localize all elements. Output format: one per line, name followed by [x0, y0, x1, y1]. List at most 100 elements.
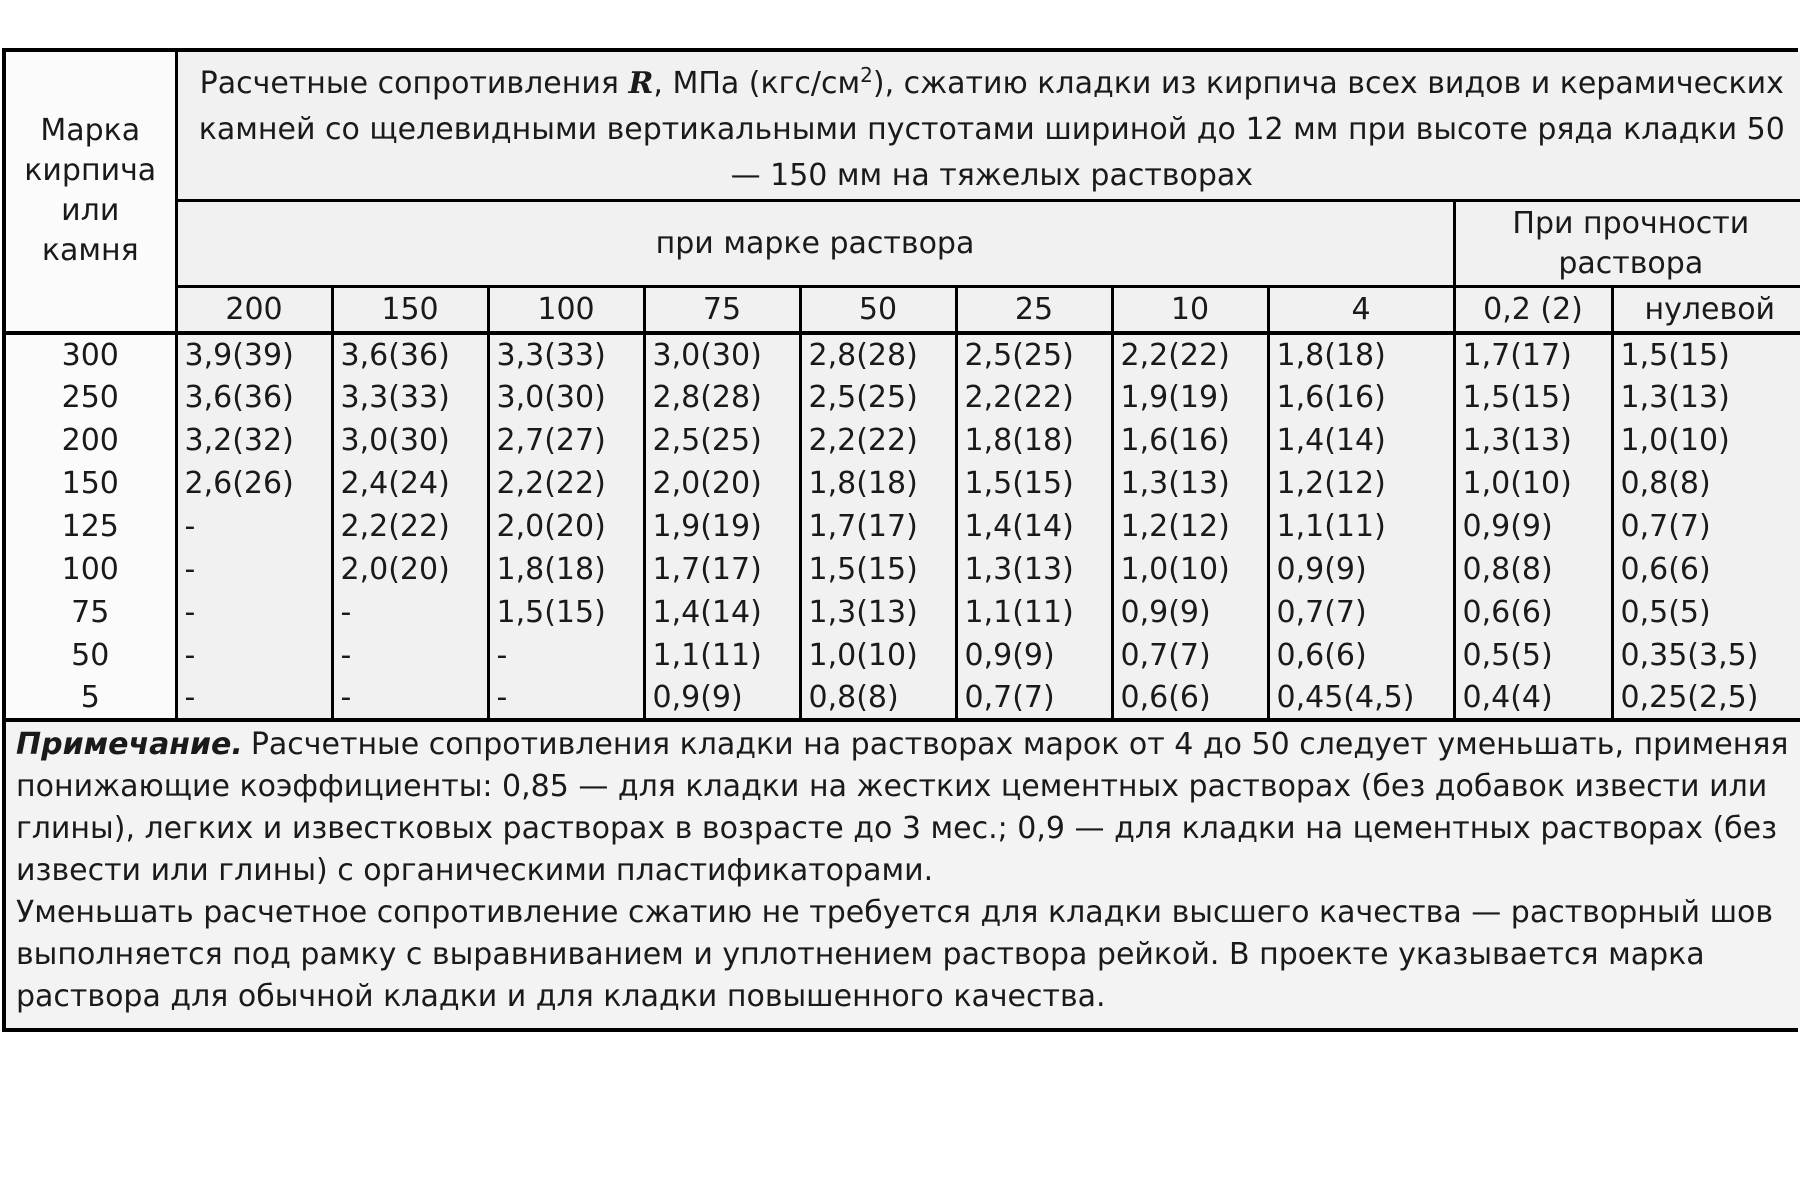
value-cell: 1,8(18) [798, 461, 956, 505]
value-cell: 1,5(15) [1610, 332, 1800, 376]
value-cell: 0,25(2,5) [1610, 676, 1800, 720]
table-row: 5- - -0,9(9) 0,8(8) 0,7(7) 0,6(6) 0,45(4,5) 0,4… [6, 676, 1800, 720]
value-cell: 0,5(5) [1610, 590, 1800, 634]
column-header-100: 100 [486, 286, 644, 335]
row-label: 200 [6, 418, 176, 462]
value-cell: 0,7(7) [954, 676, 1112, 720]
value-cell: 2,8(28) [642, 375, 800, 419]
value-cell: 1,5(15) [954, 461, 1112, 505]
value-cell: 1,4(14) [642, 590, 800, 634]
value-cell: 0,4(4) [1452, 676, 1612, 720]
value-cell: - [174, 590, 332, 634]
column-header-75: 75 [642, 286, 800, 335]
value-cell: 1,1(11) [642, 633, 800, 677]
column-header-row: 200 150 100 75 50 25 10 4 0,2 (2) нулевой [6, 286, 1800, 335]
note-cell: Примечание. Расчетные сопротивления кладк… [6, 717, 1800, 1028]
value-cell: 1,9(19) [642, 504, 800, 548]
value-cell: 1,3(13) [954, 547, 1112, 591]
value-cell: 1,3(13) [1110, 461, 1268, 505]
value-cell: 0,9(9) [642, 676, 800, 720]
value-cell: - [174, 547, 332, 591]
column-header-150: 150 [330, 286, 488, 335]
value-cell: - [330, 676, 488, 720]
value-cell: 0,8(8) [1610, 461, 1800, 505]
column-header-нулевой: нулевой [1610, 286, 1800, 335]
table-body: 300 3,9(39) 3,6(36) 3,3(33) 3,0(30) 2,8(28) 2,… [6, 332, 1800, 720]
value-cell: - [174, 504, 332, 548]
value-cell: 1,5(15) [1452, 375, 1612, 419]
value-cell: 1,0(10) [1110, 547, 1268, 591]
value-cell: 1,2(12) [1110, 504, 1268, 548]
value-cell: 1,8(18) [486, 547, 644, 591]
note-paragraph-2: Уменьшать расчетное сопротивление сжатию… [16, 892, 1796, 1018]
value-cell: 2,4(24) [330, 461, 488, 505]
value-cell: 2,2(22) [1110, 332, 1268, 376]
value-cell: 0,9(9) [1452, 504, 1612, 548]
value-cell: 3,6(36) [330, 332, 488, 376]
row-label: 125 [6, 504, 176, 548]
value-cell: 3,3(33) [330, 375, 488, 419]
row-label: 100 [6, 547, 176, 591]
column-header-200: 200 [174, 286, 332, 335]
r-symbol: R [628, 66, 654, 101]
value-cell: 2,8(28) [798, 332, 956, 376]
value-cell: 2,5(25) [642, 418, 800, 462]
value-cell: 2,0(20) [330, 547, 488, 591]
value-cell: 0,6(6) [1266, 633, 1454, 677]
value-cell: - [486, 676, 644, 720]
value-cell: 1,3(13) [798, 590, 956, 634]
column-header-25: 25 [954, 286, 1112, 335]
value-cell: 1,0(10) [798, 633, 956, 677]
column-header-50: 50 [798, 286, 956, 335]
value-cell: - [486, 633, 644, 677]
value-cell: 2,2(22) [954, 375, 1112, 419]
resistance-table: Марка кирпича или камня Расчетные сопротивл… [6, 52, 1800, 1028]
value-cell: 0,9(9) [1266, 547, 1454, 591]
group-header-mortar-grade: при марке раствора [176, 200, 1454, 288]
value-cell: 1,4(14) [954, 504, 1112, 548]
value-cell: 2,7(27) [486, 418, 644, 462]
table-row: 125-2,2(22) 2,0(20) 1,9(19) 1,7(17) 1,4(14) 1… [6, 504, 1800, 548]
value-cell: 0,7(7) [1610, 504, 1800, 548]
table-row: 200 3,2(32) 3,0(30) 2,7(27) 2,5(25) 2,2(22) 1,… [6, 418, 1800, 462]
note-row: Примечание. Расчетные сопротивления кладк… [6, 717, 1800, 1028]
masonry-resistance-document: Марка кирпича или камня Расчетные сопротивл… [2, 48, 1800, 1032]
column-header-0-2-2-: 0,2 (2) [1452, 286, 1612, 335]
note-text-1: Расчетные сопротивления кладки на раство… [16, 726, 1789, 888]
row-label: 50 [6, 633, 176, 677]
group-header-row: при марке раствора При прочности раствор… [6, 200, 1800, 288]
table-row: 75- -1,5(15) 1,4(14) 1,3(13) 1,1(11) 0,9(9) 0,… [6, 590, 1800, 634]
title-row: Марка кирпича или камня Расчетные сопротивл… [6, 52, 1800, 335]
value-cell: 1,8(18) [954, 418, 1112, 462]
row-label: 5 [6, 676, 176, 720]
value-cell: 1,5(15) [798, 547, 956, 591]
value-cell: - [174, 676, 332, 720]
value-cell: 2,5(25) [798, 375, 956, 419]
value-cell: 0,6(6) [1610, 547, 1800, 591]
table-title: Расчетные сопротивления R, МПа (кгс/см2)… [176, 52, 1800, 202]
value-cell: 0,6(6) [1110, 676, 1268, 720]
value-cell: 0,7(7) [1110, 633, 1268, 677]
note-label: Примечание. [16, 726, 243, 762]
value-cell: 3,0(30) [330, 418, 488, 462]
table-row: 300 3,9(39) 3,6(36) 3,3(33) 3,0(30) 2,8(28) 2,… [6, 332, 1800, 376]
value-cell: 0,6(6) [1452, 590, 1612, 634]
row-label: 250 [6, 375, 176, 419]
value-cell: 3,3(33) [486, 332, 644, 376]
value-cell: 0,8(8) [1452, 547, 1612, 591]
value-cell: 2,2(22) [798, 418, 956, 462]
value-cell: 1,3(13) [1610, 375, 1800, 419]
corner-cell-brick-grade: Марка кирпича или камня [6, 52, 178, 335]
value-cell: 1,7(17) [642, 547, 800, 591]
value-cell: 1,8(18) [1266, 332, 1454, 376]
value-cell: 0,9(9) [954, 633, 1112, 677]
value-cell: 0,7(7) [1266, 590, 1454, 634]
value-cell: 1,6(16) [1266, 375, 1454, 419]
value-cell: 0,35(3,5) [1610, 633, 1800, 677]
value-cell: 3,2(32) [174, 418, 332, 462]
value-cell: 2,2(22) [330, 504, 488, 548]
value-cell: 3,0(30) [642, 332, 800, 376]
value-cell: 2,0(20) [642, 461, 800, 505]
value-cell: 0,45(4,5) [1266, 676, 1454, 720]
